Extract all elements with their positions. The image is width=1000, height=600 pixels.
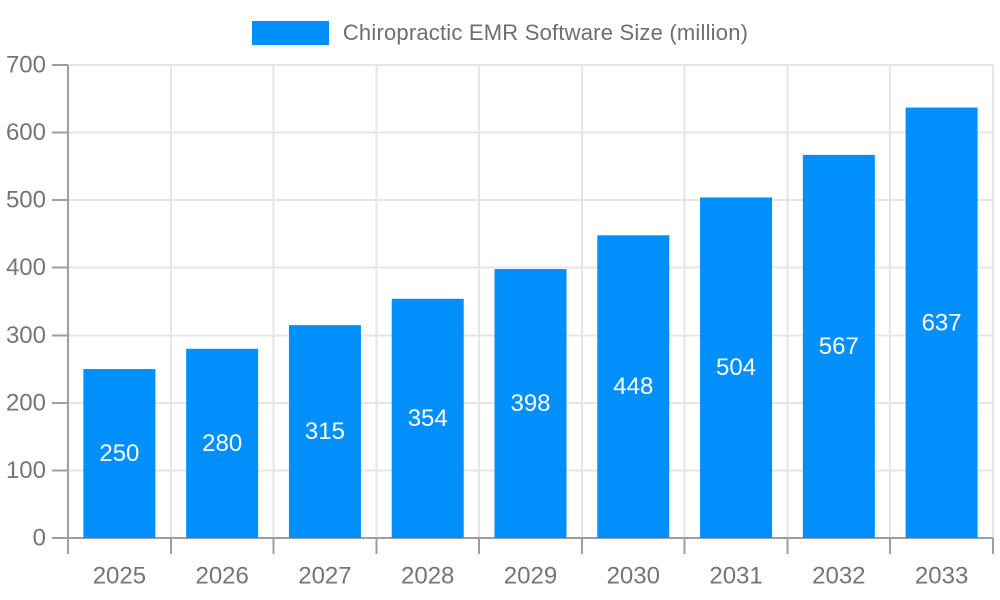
x-tick-label: 2029 (504, 563, 557, 590)
x-tick-label: 2031 (709, 563, 762, 590)
y-tick-label: 400 (6, 254, 46, 281)
bar[interactable] (288, 325, 361, 538)
x-tick-label: 2025 (93, 563, 146, 590)
bar-value-label: 504 (716, 354, 756, 381)
bar[interactable] (700, 197, 773, 538)
y-tick-label: 600 (6, 119, 46, 146)
bar[interactable] (83, 369, 156, 538)
bar[interactable] (186, 348, 259, 538)
legend-color-swatch (251, 21, 329, 45)
y-tick-label: 500 (6, 187, 46, 214)
x-tick-label: 2027 (298, 563, 351, 590)
x-tick-label: 2026 (195, 563, 248, 590)
bar[interactable] (391, 298, 464, 538)
bar[interactable] (905, 107, 978, 538)
bar[interactable] (494, 269, 567, 538)
bar-value-label: 250 (99, 440, 139, 467)
bar-value-label: 448 (613, 373, 653, 400)
x-tick-label: 2030 (607, 563, 660, 590)
y-tick-label: 0 (33, 525, 46, 552)
bar-value-label: 398 (510, 390, 550, 417)
bar-value-label: 315 (305, 418, 345, 445)
bar-value-label: 280 (202, 430, 242, 457)
y-tick-label: 300 (6, 322, 46, 349)
x-tick-label: 2028 (401, 563, 454, 590)
legend[interactable]: Chiropractic EMR Software Size (million) (0, 20, 1000, 46)
x-tick-label: 2033 (915, 563, 968, 590)
y-tick-label: 700 (6, 52, 46, 79)
bar-value-label: 637 (922, 309, 962, 336)
legend-label: Chiropractic EMR Software Size (million) (342, 20, 749, 45)
y-tick-label: 100 (6, 457, 46, 484)
bar[interactable] (597, 235, 670, 538)
bar[interactable] (802, 154, 875, 538)
bar-value-label: 567 (819, 333, 859, 360)
x-tick-label: 2032 (812, 563, 865, 590)
y-tick-label: 200 (6, 389, 46, 416)
bar-value-label: 354 (408, 405, 448, 432)
